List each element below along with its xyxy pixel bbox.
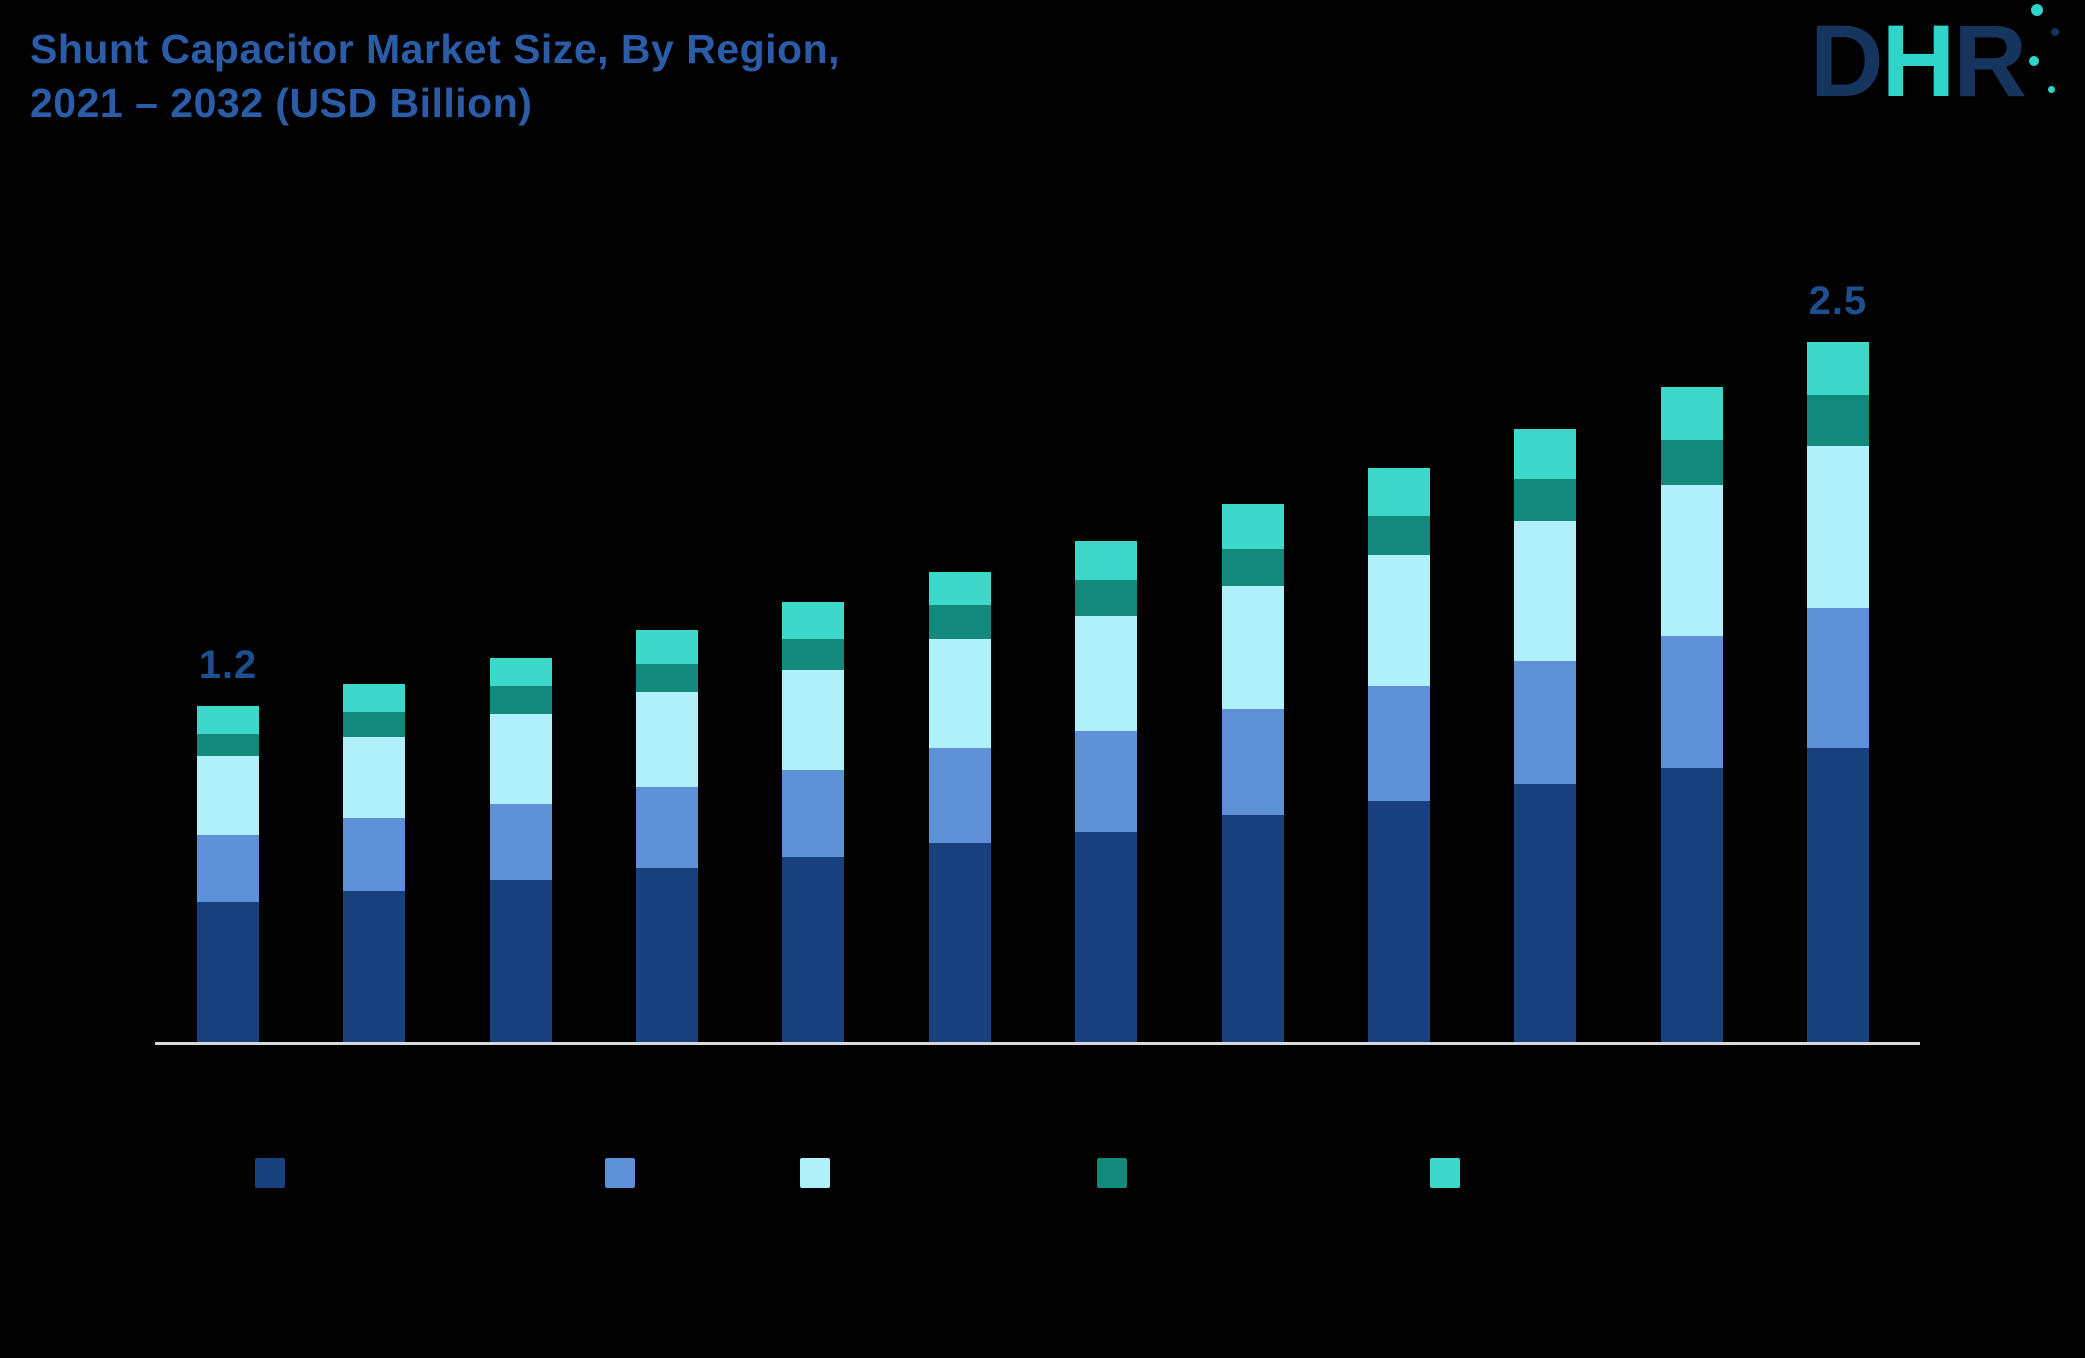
bar-2028-segment-4 (1221, 549, 1284, 586)
bar-2028 (1221, 504, 1284, 1042)
bar-2030-segment-1 (1514, 784, 1577, 1042)
bar-2030 (1514, 428, 1577, 1042)
bar-2030-segment-3 (1514, 521, 1577, 662)
bar-2031-segment-4 (1660, 440, 1723, 485)
bar-2027-segment-3 (1075, 616, 1138, 732)
bar-2024-segment-1 (636, 868, 699, 1042)
legend-swatch-cyan (800, 1158, 830, 1188)
bar-2032-segment-5 (1806, 342, 1869, 396)
bar-2031 (1660, 386, 1723, 1042)
bar-2028-segment-1 (1221, 815, 1284, 1042)
bar-2029-segment-4 (1367, 515, 1430, 555)
plot-area: 1.2 2.5 (197, 279, 1869, 1042)
bar-2028-segment-5 (1221, 504, 1284, 550)
bar-2030-segment-2 (1514, 661, 1577, 785)
bar-2029-segment-2 (1367, 686, 1430, 802)
bar-2021-segment-2 (197, 834, 259, 902)
bar-2027-segment-5 (1075, 540, 1138, 581)
x-axis-baseline (155, 1042, 1920, 1045)
bar-2027-segment-1 (1075, 832, 1138, 1042)
bar-2024-segment-2 (636, 787, 699, 869)
bar-2032-segment-1 (1806, 748, 1869, 1042)
legend-swatch-turquoise (1430, 1158, 1460, 1188)
logo-letter-d: D (1809, 4, 1884, 118)
bar-2026-segment-2 (928, 748, 991, 844)
legend-swatch-blue (605, 1158, 635, 1188)
bar-2026-segment-1 (928, 843, 991, 1042)
value-label-2021: 1.2 (198, 643, 258, 687)
bar-2027-segment-4 (1075, 580, 1138, 617)
logo-dot-icon (2031, 4, 2043, 16)
logo-letter-r: R (1953, 4, 2027, 118)
logo-letter-h: H (1881, 4, 1956, 118)
bar-2026-segment-5 (928, 571, 991, 606)
bar-2032: 2.5 (1806, 279, 1869, 1042)
bar-2028-segment-2 (1221, 708, 1284, 816)
bar-2031-segment-5 (1660, 386, 1723, 441)
bar-2024-segment-4 (636, 664, 699, 693)
legend (0, 1158, 2085, 1192)
bar-2025-segment-2 (782, 770, 845, 858)
bar-2027-segment-2 (1075, 731, 1138, 832)
bar-2027 (1075, 540, 1138, 1042)
bar-2032-segment-2 (1806, 608, 1869, 748)
bar-2022-segment-2 (343, 818, 406, 891)
bar-2021-segment-3 (197, 756, 259, 835)
bar-2021: 1.2 (197, 643, 259, 1042)
bar-2023-segment-1 (489, 879, 552, 1042)
bar-2023-segment-2 (489, 804, 552, 880)
bar-2028-segment-3 (1221, 585, 1284, 709)
bar-2032-segment-4 (1806, 395, 1869, 446)
bar-2025 (782, 602, 845, 1042)
bar-2022-segment-5 (343, 683, 406, 712)
legend-swatch-navy (255, 1158, 285, 1188)
bar-2026 (928, 571, 991, 1042)
bar-2029-segment-3 (1367, 554, 1430, 687)
dhr-logo: DHR (1810, 4, 2059, 112)
bar-2022-segment-4 (343, 711, 406, 737)
legend-swatch-teal (1097, 1158, 1127, 1188)
bar-2021-segment-1 (197, 902, 259, 1042)
bar-2022 (343, 683, 406, 1042)
bar-2023 (489, 658, 552, 1042)
bar-2023-segment-4 (489, 686, 552, 715)
logo-dot-icon (2029, 56, 2039, 66)
chart-title-line1: Shunt Capacitor Market Size, By Region, (30, 26, 841, 72)
bar-2023-segment-5 (489, 658, 552, 687)
chart-title: Shunt Capacitor Market Size, By Region, … (30, 22, 840, 130)
bar-2026-segment-4 (928, 605, 991, 639)
bar-2029-segment-1 (1367, 801, 1430, 1042)
bar-2025-segment-4 (782, 638, 845, 670)
value-label-2032: 2.5 (1808, 279, 1868, 323)
bar-2030-segment-5 (1514, 428, 1577, 480)
bar-2025-segment-3 (782, 669, 845, 771)
bar-2026-segment-3 (928, 638, 991, 749)
bar-2022-segment-1 (343, 890, 406, 1042)
bar-2032-segment-3 (1806, 445, 1869, 608)
bar-2031-segment-3 (1660, 484, 1723, 637)
bar-2031-segment-1 (1660, 767, 1723, 1042)
bar-2024-segment-3 (636, 692, 699, 788)
bar-2025-segment-5 (782, 602, 845, 639)
bar-2030-segment-4 (1514, 479, 1577, 522)
bar-2024 (636, 630, 699, 1042)
bar-2024-segment-5 (636, 630, 699, 665)
bar-2021-segment-4 (197, 734, 259, 757)
logo-dot-icon (2051, 28, 2059, 36)
bar-2022-segment-3 (343, 736, 406, 819)
bar-2021-segment-5 (197, 706, 259, 735)
bar-2023-segment-3 (489, 714, 552, 805)
bar-2025-segment-1 (782, 857, 845, 1042)
bar-2029-segment-5 (1367, 468, 1430, 516)
bar-2029 (1367, 468, 1430, 1042)
bar-2031-segment-2 (1660, 636, 1723, 768)
chart-title-line2: 2021 – 2032 (USD Billion) (30, 80, 533, 127)
logo-dot-icon (2048, 86, 2055, 93)
